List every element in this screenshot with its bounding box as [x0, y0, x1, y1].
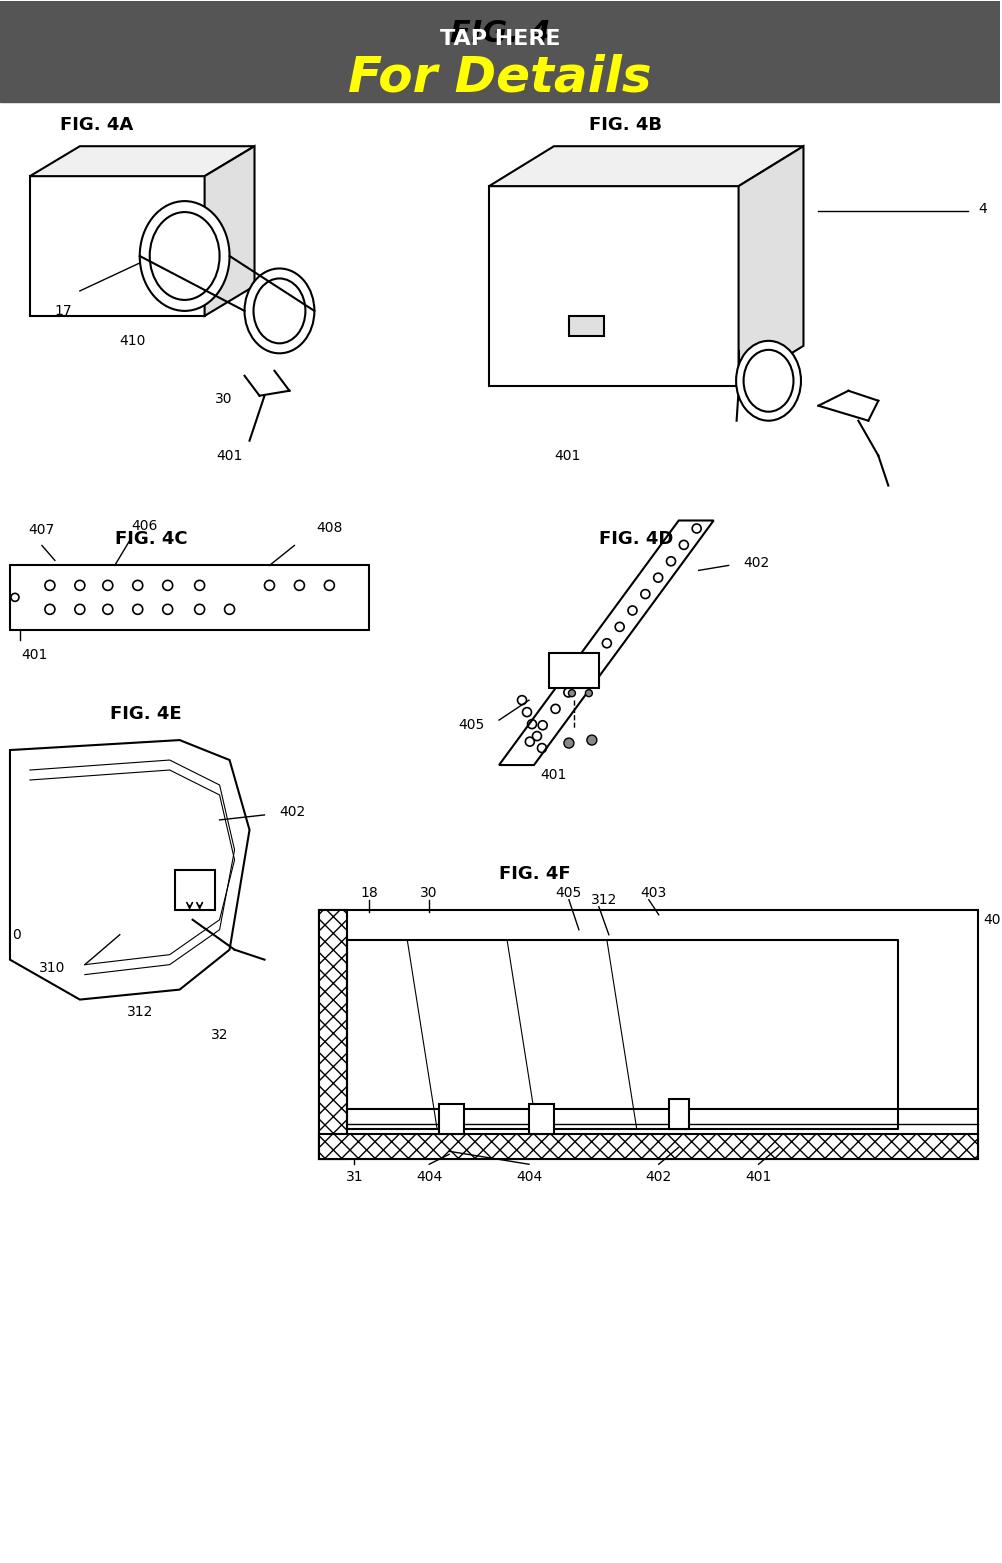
Text: 404: 404: [416, 1171, 442, 1185]
Circle shape: [587, 735, 597, 746]
Bar: [569, 316, 604, 336]
Text: 402: 402: [743, 556, 770, 570]
Text: FIG. 4C: FIG. 4C: [115, 530, 187, 549]
Text: 32: 32: [210, 1027, 228, 1041]
Polygon shape: [30, 177, 204, 316]
Text: 312: 312: [590, 892, 617, 907]
Text: 407: 407: [29, 524, 55, 538]
Text: 406: 406: [131, 519, 158, 533]
Bar: [320, 1135, 978, 1160]
Polygon shape: [489, 186, 738, 386]
Text: 0: 0: [12, 928, 21, 942]
Bar: [0, 2, 1000, 102]
Polygon shape: [10, 739, 249, 1000]
Text: 402: 402: [280, 805, 306, 819]
Text: TAP HERE: TAP HERE: [440, 30, 560, 50]
Polygon shape: [30, 147, 255, 177]
Bar: [529, 1105, 554, 1135]
Text: 405: 405: [458, 717, 484, 731]
Text: 403: 403: [640, 886, 667, 900]
Text: 30: 30: [421, 886, 438, 900]
Ellipse shape: [139, 202, 229, 311]
Text: 17: 17: [55, 303, 72, 317]
Bar: [174, 871, 214, 910]
Text: FIG. 4: FIG. 4: [450, 19, 550, 48]
Ellipse shape: [736, 341, 801, 420]
Text: FIG. 4F: FIG. 4F: [499, 864, 571, 883]
Text: 30: 30: [214, 392, 232, 406]
Bar: [10, 566, 370, 630]
Text: 401: 401: [22, 649, 48, 663]
Text: 405: 405: [556, 886, 582, 900]
Bar: [320, 910, 978, 1160]
Text: FIG. 4B: FIG. 4B: [589, 116, 662, 134]
Text: For Details: For Details: [349, 53, 652, 102]
Text: 18: 18: [361, 886, 378, 900]
Circle shape: [564, 738, 574, 749]
Bar: [439, 1105, 464, 1135]
Polygon shape: [738, 147, 804, 386]
Text: 410: 410: [120, 334, 146, 349]
Text: FIG. 4A: FIG. 4A: [60, 116, 133, 134]
Text: 401: 401: [554, 449, 580, 463]
Bar: [668, 1099, 688, 1130]
Circle shape: [585, 689, 592, 697]
Text: 31: 31: [346, 1171, 363, 1185]
Text: 401: 401: [216, 449, 242, 463]
Bar: [320, 910, 348, 1160]
Text: 312: 312: [126, 1005, 153, 1019]
Polygon shape: [489, 147, 804, 186]
Ellipse shape: [244, 269, 315, 353]
Text: 310: 310: [38, 961, 65, 975]
Text: 4: 4: [978, 202, 987, 216]
Bar: [549, 653, 599, 688]
Text: FIG. 4D: FIG. 4D: [599, 530, 673, 549]
Polygon shape: [499, 520, 713, 764]
Text: FIG. 4E: FIG. 4E: [110, 705, 181, 724]
Text: 408: 408: [317, 522, 343, 536]
Text: 40: 40: [983, 913, 1001, 927]
Circle shape: [568, 689, 575, 697]
Text: 402: 402: [645, 1171, 672, 1185]
Polygon shape: [204, 147, 255, 316]
Text: 401: 401: [745, 1171, 772, 1185]
Text: 404: 404: [516, 1171, 542, 1185]
Text: 401: 401: [541, 767, 567, 782]
